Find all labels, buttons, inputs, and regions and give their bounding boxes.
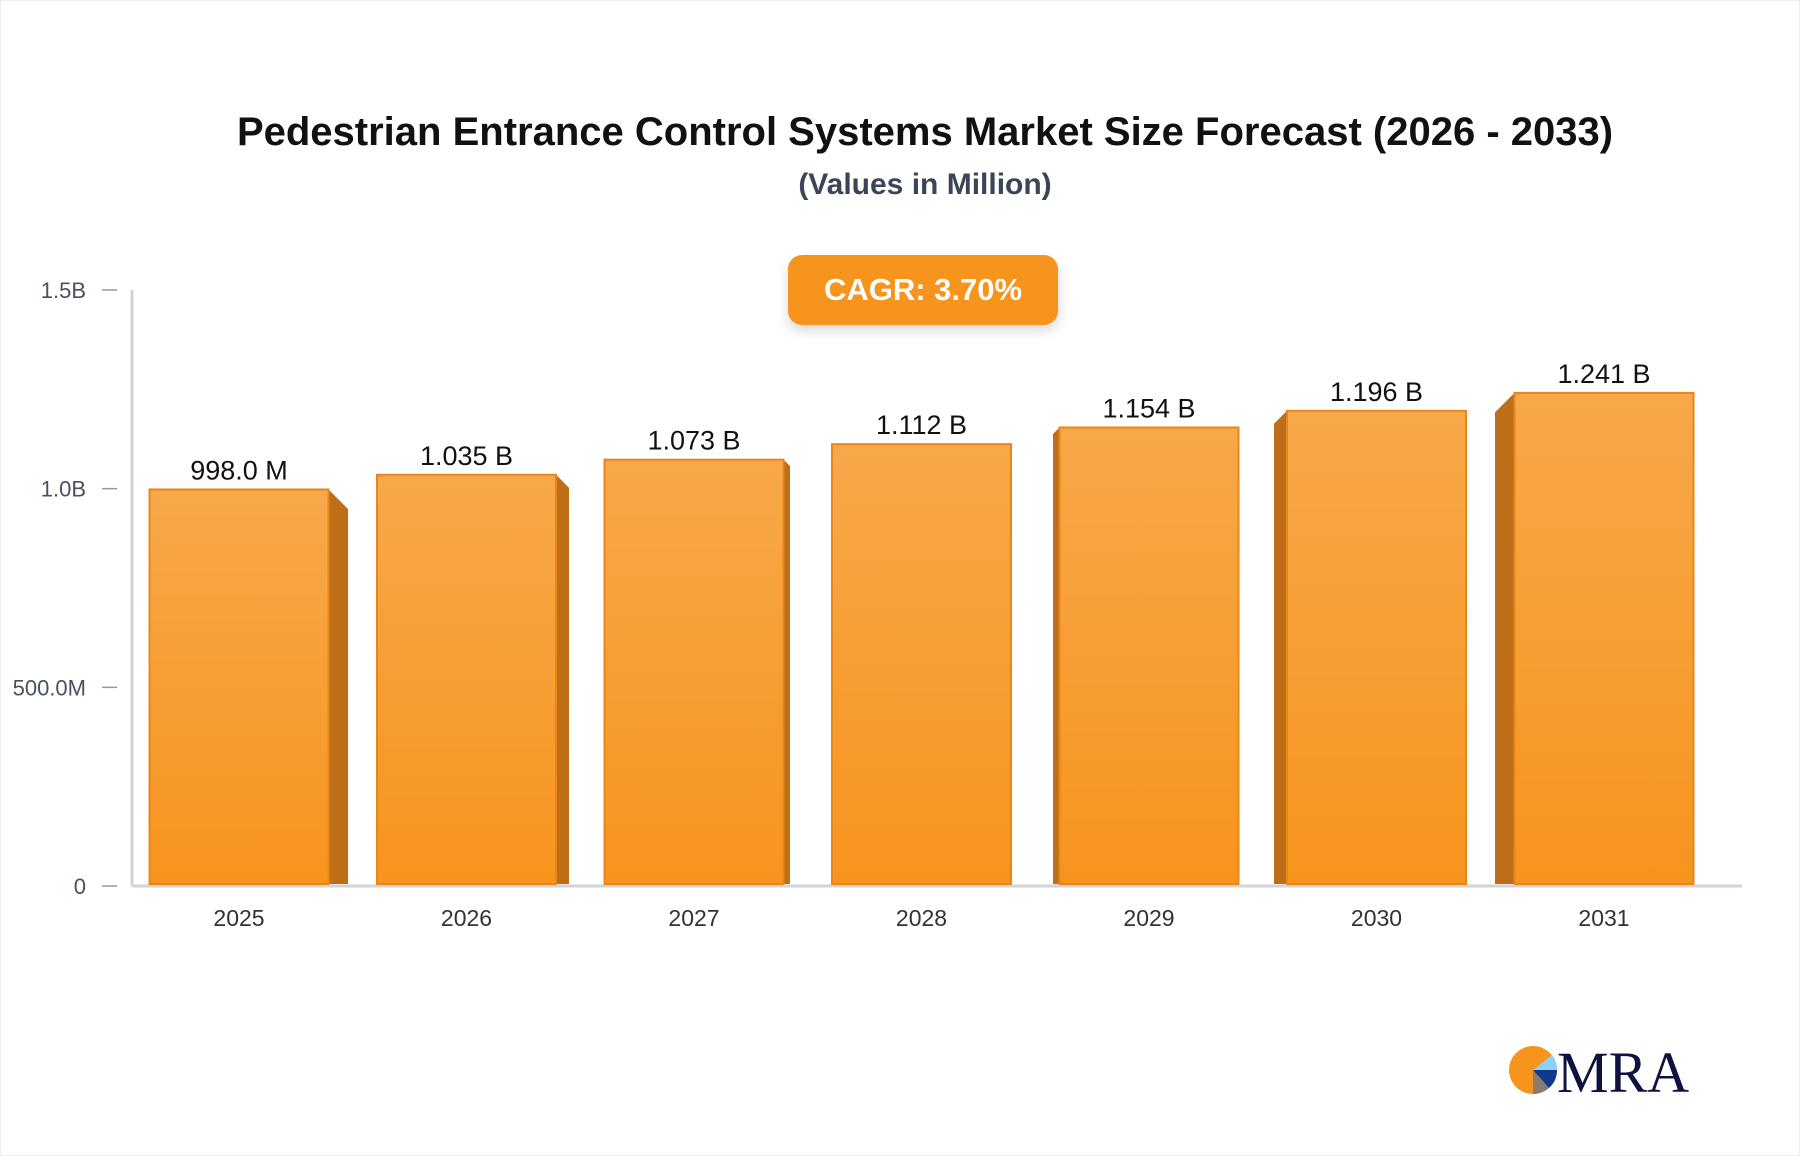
x-tick-label: 2030: [1351, 905, 1402, 931]
bar: [376, 473, 557, 885]
bar-side: [1495, 392, 1515, 884]
data-label: 1.241 B: [1557, 359, 1650, 389]
cagr-badge: CAGR: 3.70%: [788, 255, 1058, 325]
data-label: 1.073 B: [647, 426, 740, 456]
x-tick-label: 2027: [668, 905, 719, 931]
y-tick-label: 1.0B: [41, 477, 86, 502]
y-tick-label: 1.5B: [41, 278, 86, 303]
bar-side: [783, 459, 790, 884]
chart-title: Pedestrian Entrance Control Systems Mark…: [236, 110, 1614, 154]
bar: [603, 458, 785, 885]
x-tick-label: 2025: [213, 905, 264, 931]
x-tick-label: 2029: [1123, 905, 1174, 931]
x-tick-label: 2026: [441, 905, 492, 931]
bar: [1058, 426, 1240, 885]
data-label: 1.196 B: [1330, 377, 1423, 407]
x-tick-label: 2031: [1578, 905, 1629, 931]
svg-text:MRA: MRA: [1557, 1040, 1689, 1100]
bar: [148, 488, 330, 885]
data-label: 1.154 B: [1102, 393, 1195, 423]
bar: [1513, 391, 1695, 885]
data-label: 1.112 B: [876, 410, 967, 440]
bar: [1286, 409, 1467, 885]
y-tick-label: 0: [74, 874, 86, 899]
bar-side: [556, 474, 569, 884]
y-tick-label: 500.0M: [13, 675, 86, 700]
bar-side: [1053, 427, 1060, 884]
chart-subtitle: (Values in Million): [798, 168, 1052, 201]
bar-side: [328, 489, 348, 884]
data-label: 998.0 M: [190, 455, 288, 485]
x-tick-label: 2028: [896, 905, 947, 931]
bar: [831, 443, 1012, 885]
bar-side: [1274, 410, 1287, 884]
mra-logo: MRA: [1509, 1040, 1689, 1100]
data-label: 1.035 B: [420, 441, 513, 471]
